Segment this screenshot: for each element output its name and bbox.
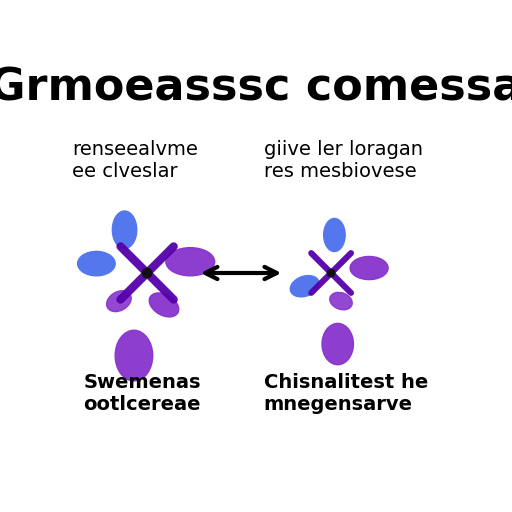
Text: giive ler loragan
res mesbiovese: giive ler loragan res mesbiovese	[264, 140, 422, 181]
Ellipse shape	[142, 268, 152, 278]
Ellipse shape	[328, 269, 335, 276]
Ellipse shape	[166, 248, 215, 276]
Ellipse shape	[115, 330, 153, 381]
Text: Swemenas
ootlcereae: Swemenas ootlcereae	[83, 373, 201, 414]
Ellipse shape	[106, 291, 131, 312]
Ellipse shape	[330, 292, 352, 310]
Ellipse shape	[149, 293, 179, 317]
Ellipse shape	[324, 219, 345, 251]
Text: Chisnalitest he
mnegensarve: Chisnalitest he mnegensarve	[264, 373, 428, 414]
Ellipse shape	[322, 324, 353, 365]
Ellipse shape	[112, 211, 137, 249]
Ellipse shape	[78, 251, 115, 276]
Text: renseealvme
ee clveslar: renseealvme ee clveslar	[72, 140, 198, 181]
Ellipse shape	[290, 275, 319, 297]
Text: Grmoeasssc comessa: Grmoeasssc comessa	[0, 67, 512, 110]
Ellipse shape	[350, 257, 388, 280]
